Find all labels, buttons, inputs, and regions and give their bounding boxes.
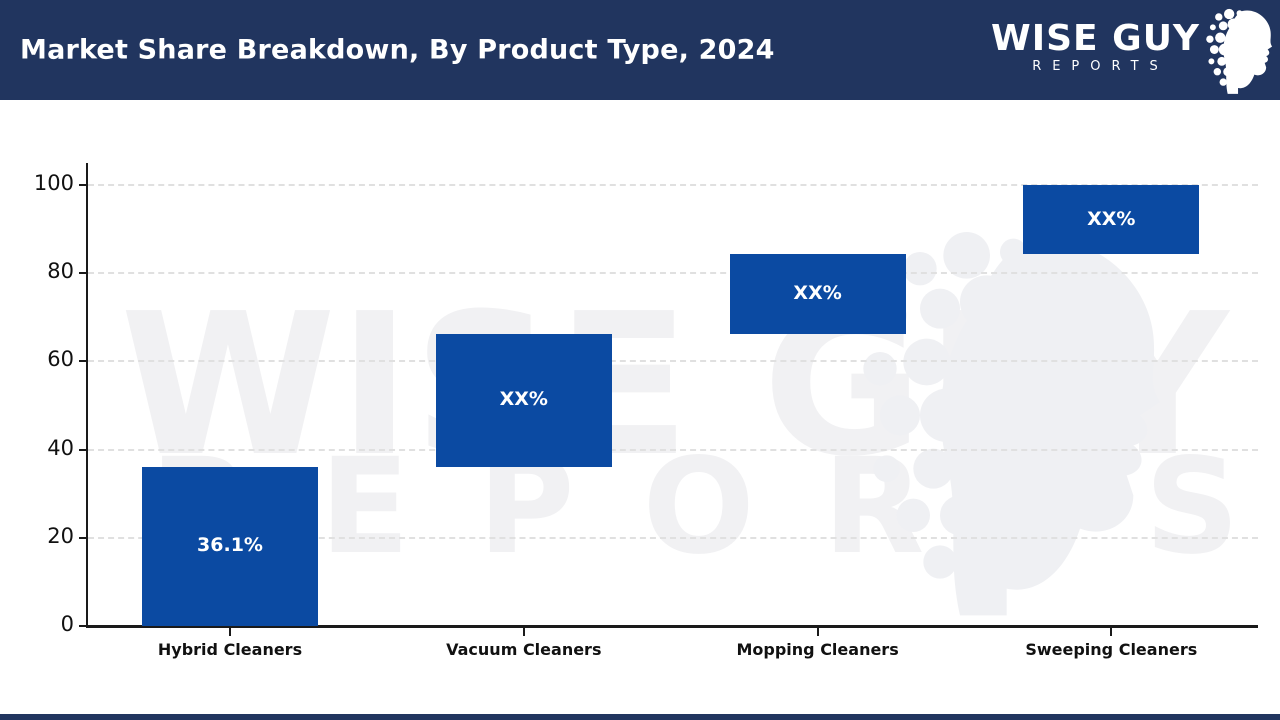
- y-tick-label-0: 0: [60, 612, 74, 636]
- brand-name: WISE GUY: [990, 18, 1200, 59]
- y-tick-20: [79, 536, 88, 539]
- x-tick-1: [522, 628, 525, 636]
- chart-title: Market Share Breakdown, By Product Type,…: [20, 34, 775, 66]
- x-tick-3: [1110, 628, 1113, 636]
- y-tick-label-80: 80: [47, 259, 74, 284]
- y-tick-0: [79, 625, 88, 627]
- bar-sweeping-cleaners: XX%: [1023, 185, 1200, 255]
- y-tick-label-100: 100: [33, 171, 74, 195]
- gridline-100: [88, 184, 1258, 186]
- bar-mopping-cleaners: XX%: [729, 254, 906, 335]
- bar-vacuum-cleaners: XX%: [435, 334, 612, 467]
- bar-value-label: 36.1%: [197, 534, 263, 557]
- y-tick-label-40: 40: [47, 435, 74, 460]
- x-category-label: Sweeping Cleaners: [1025, 640, 1198, 659]
- y-tick-80: [79, 272, 88, 275]
- brand-logo-face: [1204, 6, 1278, 100]
- gridline-20: [88, 536, 1258, 539]
- gridline-40: [88, 448, 1258, 451]
- y-tick-60: [79, 360, 88, 363]
- y-tick-40: [79, 448, 88, 451]
- gridline-80: [88, 272, 1258, 275]
- bar-hybrid-cleaners: 36.1%: [142, 466, 318, 626]
- y-tick-label-60: 60: [47, 347, 74, 372]
- x-category-label: Hybrid Cleaners: [157, 640, 303, 659]
- y-axis-line: [86, 163, 88, 628]
- y-tick-100: [79, 184, 88, 186]
- brand-logo: WISE GUY REPORTS: [991, 4, 1278, 100]
- header-bar: Market Share Breakdown, By Product Type,…: [0, 0, 1280, 100]
- head-profile-dots-icon: [1206, 8, 1273, 94]
- gridline-60: [88, 360, 1258, 363]
- x-tick-2: [816, 628, 819, 636]
- brand-subtitle: REPORTS: [1032, 58, 1169, 74]
- y-tick-label-20: 20: [47, 523, 74, 548]
- bar-value-label: XX%: [499, 388, 548, 411]
- brand-logo-text: WISE GUY REPORTS: [991, 20, 1200, 74]
- x-axis-line: [86, 625, 1258, 628]
- x-tick-0: [229, 628, 231, 636]
- x-category-label: Vacuum Cleaners: [446, 640, 602, 659]
- bar-value-label: XX%: [793, 282, 842, 305]
- x-category-label: Mopping Cleaners: [736, 640, 899, 659]
- bar-value-label: XX%: [1087, 207, 1136, 230]
- footer-bar: [0, 714, 1280, 720]
